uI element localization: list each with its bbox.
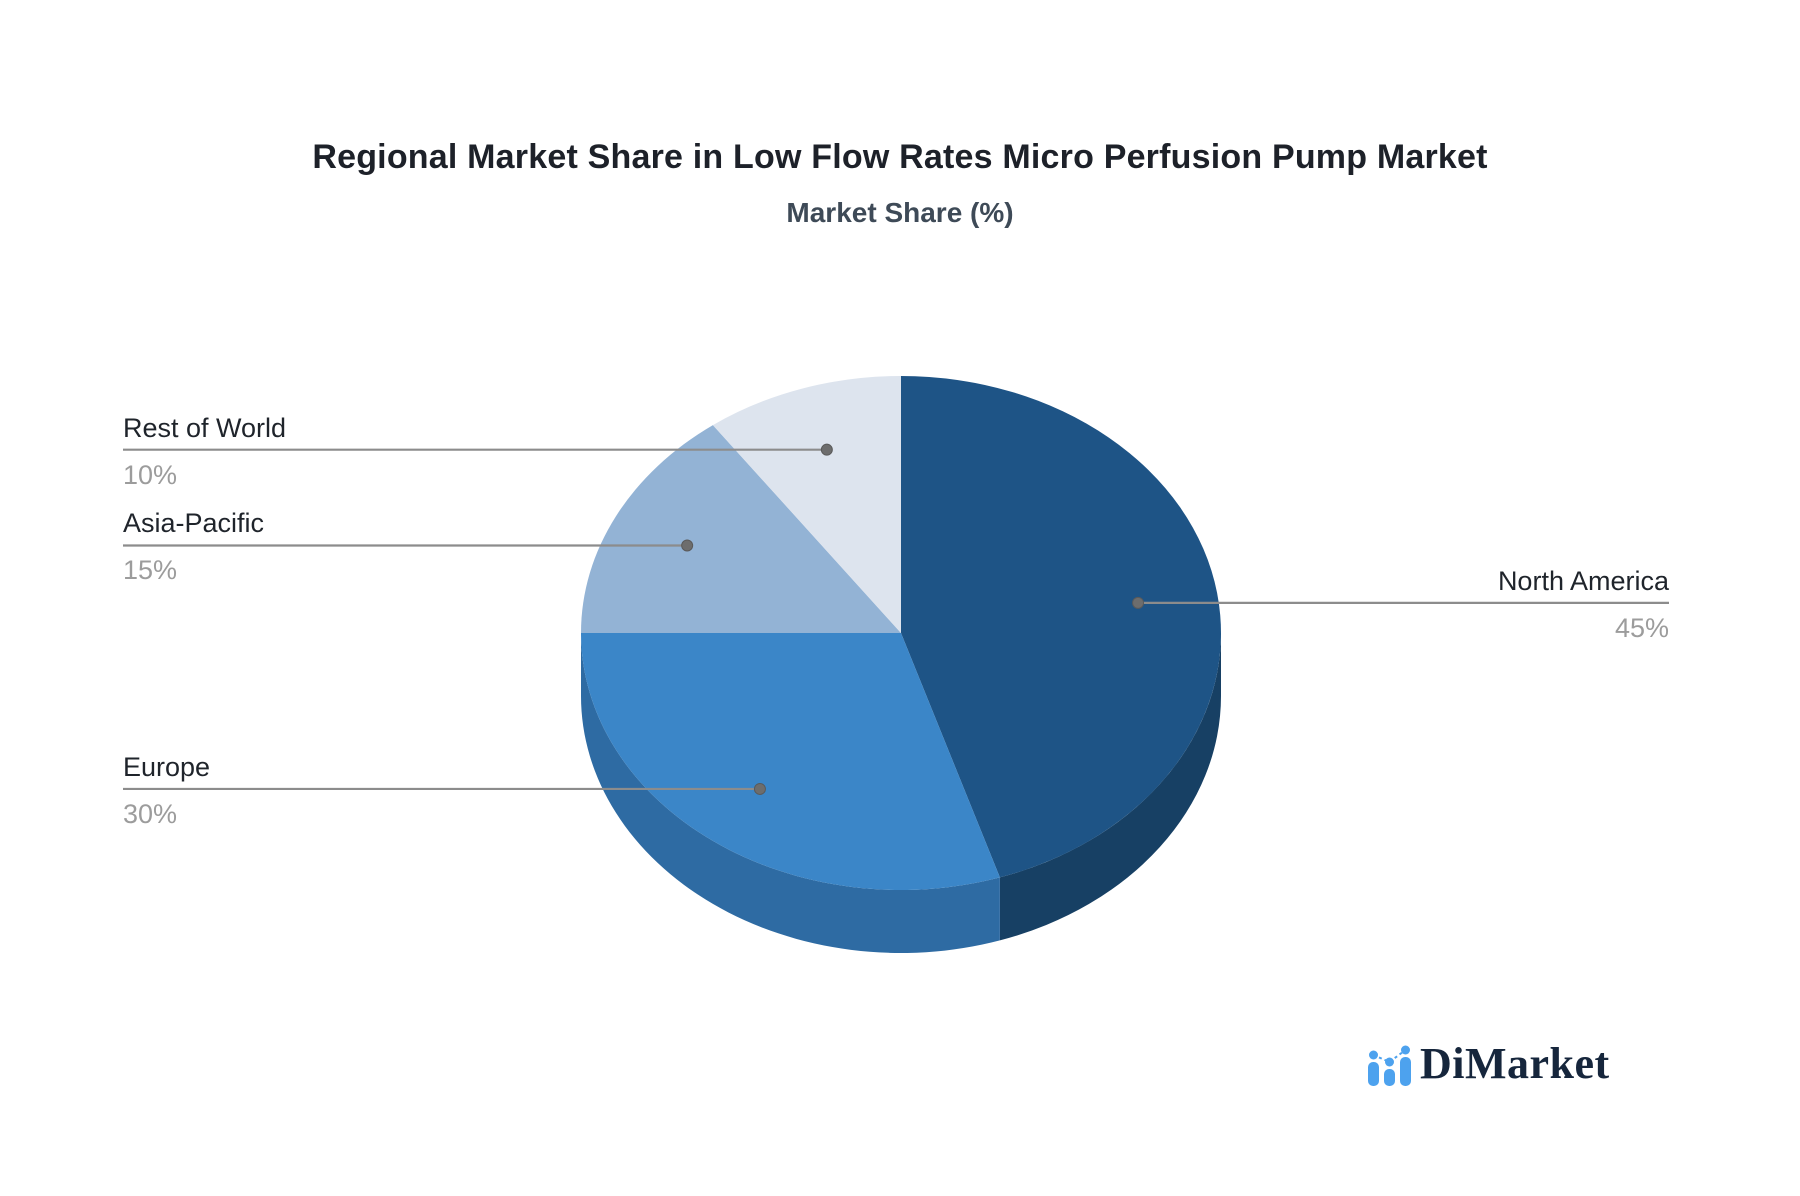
callout-label-rest-of-world: Rest of World [123,412,287,443]
callout-percent-north-america: 45% [1614,612,1669,643]
pie-slice-europe[interactable] [581,633,1000,890]
pie-slice-rest-of-world[interactable] [712,376,901,633]
callout-dot-north-america [1132,596,1145,609]
callout-label-europe: Europe [123,751,211,782]
callout-percent-asia-pacific: 15% [123,555,178,586]
dimarket-logo-text: DiMarket [1420,1039,1610,1088]
pie-slice-side-north-america [999,633,1221,941]
pie-slice-asia-pacific[interactable] [581,425,901,633]
callout-percent-europe: 30% [123,798,178,829]
callout-dot-asia-pacific [681,539,694,552]
bar-chart-logo-icon [1368,1045,1411,1086]
dimarket-logo: DiMarket [1358,1030,1678,1100]
chart-title: Regional Market Share in Low Flow Rates … [312,138,1488,176]
callout-dot-rest-of-world [820,443,833,456]
callout-dot-europe [753,782,766,795]
callout-label-asia-pacific: Asia-Pacific [123,508,265,539]
callout-percent-rest-of-world: 10% [123,459,178,490]
chart-subtitle: Market Share (%) [786,197,1014,228]
pie-slice-north-america[interactable] [901,376,1222,878]
pie-slice-side-europe [581,633,1000,953]
callout-label-north-america: North America [1497,565,1669,596]
